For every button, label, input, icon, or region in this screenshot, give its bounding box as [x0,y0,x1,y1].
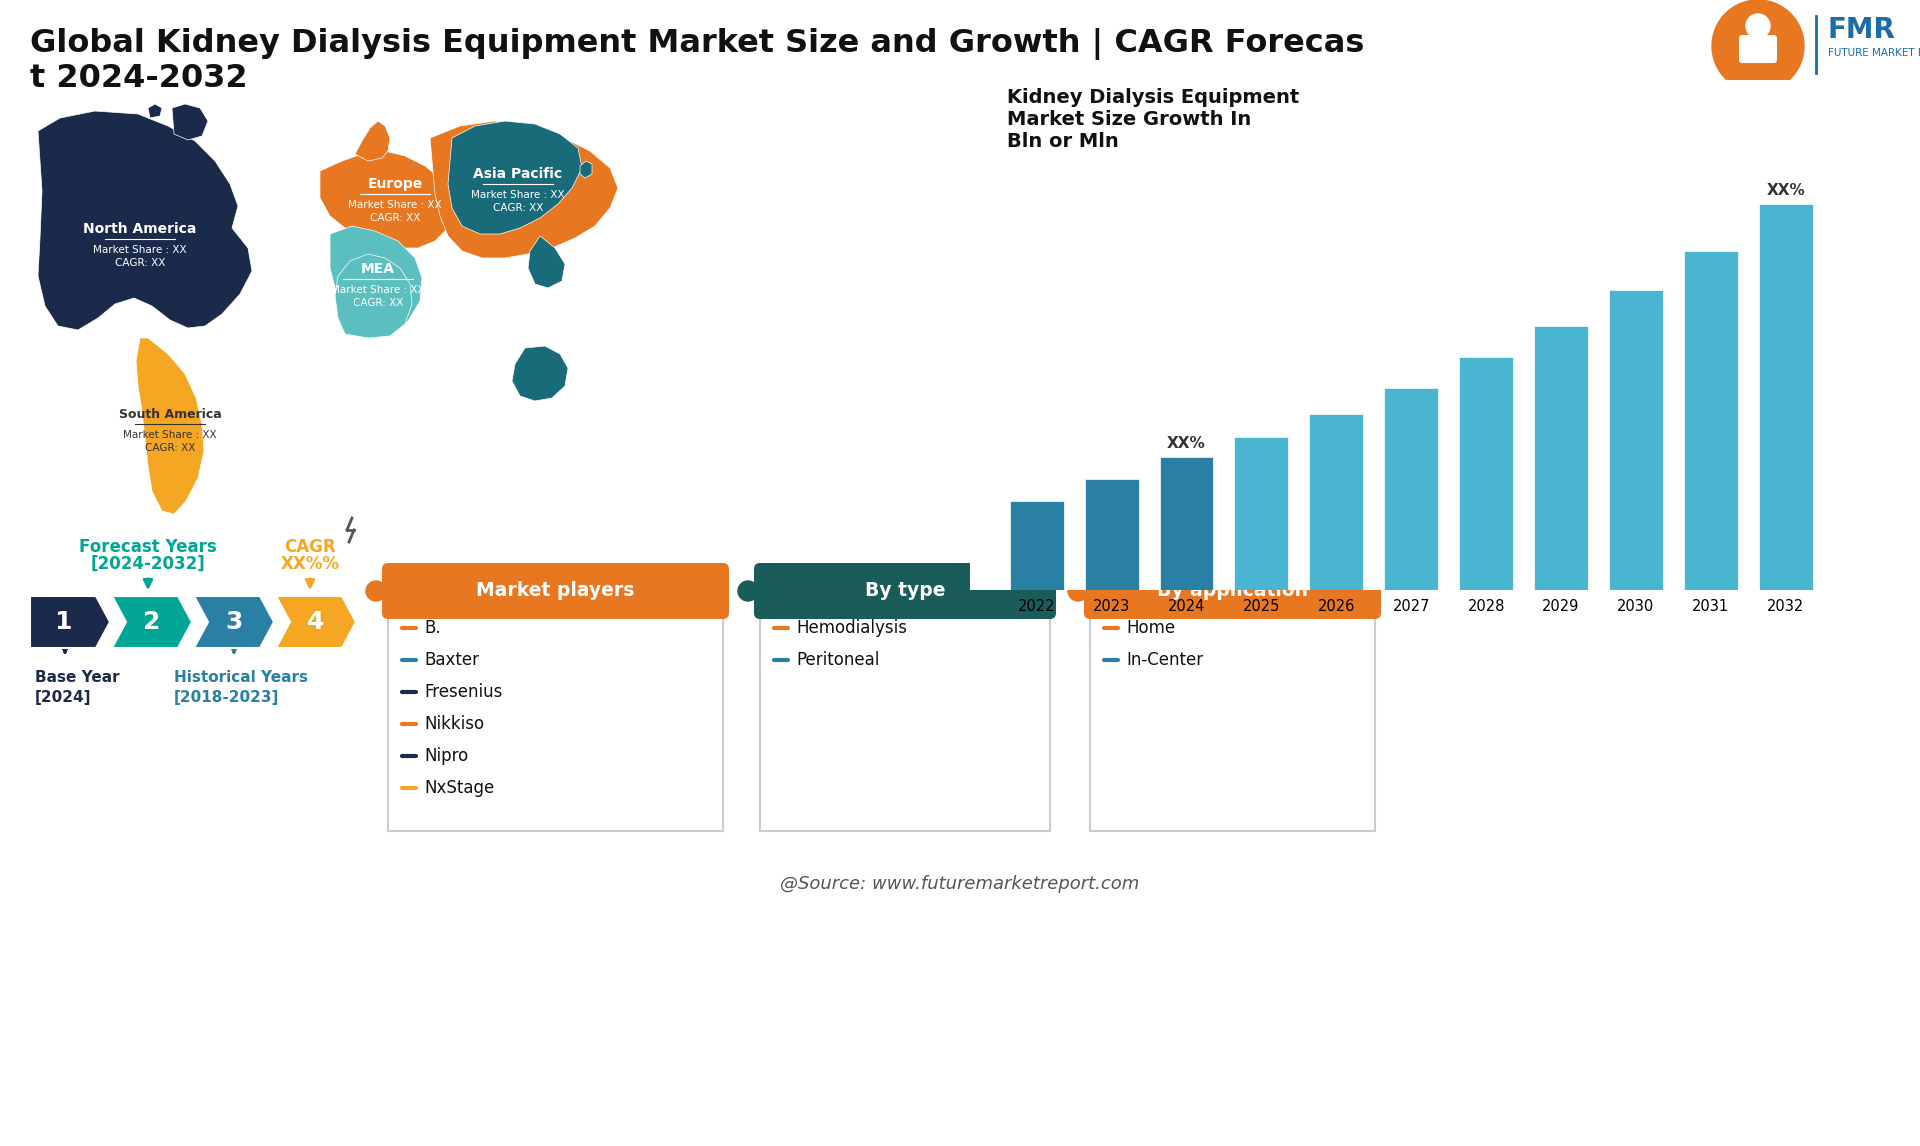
Polygon shape [148,104,161,118]
Text: Fresenius: Fresenius [424,683,503,701]
Text: [2018-2023]: [2018-2023] [175,690,280,705]
Text: Peritoneal: Peritoneal [797,651,879,669]
Bar [1459,358,1513,590]
Text: [2024]: [2024] [35,690,92,705]
Text: Market Share : XX: Market Share : XX [330,285,424,295]
Polygon shape [111,596,192,647]
Text: Nipro: Nipro [424,747,468,766]
Bar [1684,251,1738,590]
Text: 3: 3 [225,610,242,634]
Text: Kidney Dialysis Equipment
Market Size Growth In
Bln or Mln: Kidney Dialysis Equipment Market Size Gr… [1006,88,1300,151]
Polygon shape [330,226,422,338]
Text: XX%: XX% [1167,435,1206,450]
Text: MEA: MEA [361,262,396,276]
Text: @Source: www.futuremarketreport.com: @Source: www.futuremarketreport.com [780,876,1140,893]
Text: Forecast Years: Forecast Years [79,537,217,556]
Polygon shape [528,236,564,288]
Text: Market Share : XX: Market Share : XX [123,430,217,440]
Bar [1534,325,1588,590]
Circle shape [737,581,758,601]
Polygon shape [513,346,568,401]
FancyBboxPatch shape [1740,36,1778,63]
Text: CAGR: XX: CAGR: XX [115,258,165,268]
Text: FMR: FMR [1828,16,1895,44]
FancyBboxPatch shape [388,613,724,831]
Bar [1010,502,1064,590]
Text: [2024-2032]: [2024-2032] [90,555,205,573]
Text: t 2024-2032: t 2024-2032 [31,63,248,94]
FancyBboxPatch shape [1085,563,1380,619]
Text: Global Kidney Dialysis Equipment Market Size and Growth | CAGR Forecas: Global Kidney Dialysis Equipment Market … [31,28,1365,60]
Text: By type: By type [864,581,945,601]
Polygon shape [31,596,109,647]
Text: Hemodialysis: Hemodialysis [797,619,906,637]
FancyBboxPatch shape [760,613,1050,831]
Polygon shape [430,121,618,258]
Text: XX%%: XX%% [280,555,340,573]
Text: Base Year: Base Year [35,670,119,685]
Polygon shape [355,121,390,160]
Text: CAGR: CAGR [284,537,336,556]
Text: XX%: XX% [1766,182,1805,197]
Text: 4: 4 [307,610,324,634]
FancyBboxPatch shape [382,563,730,619]
Text: South America: South America [119,408,221,421]
Bar [1384,387,1438,590]
Text: Market Share : XX: Market Share : XX [470,190,564,201]
Circle shape [1713,0,1805,92]
Text: Market players: Market players [476,581,636,601]
Text: CAGR: XX: CAGR: XX [144,444,196,453]
Text: Historical Years: Historical Years [175,670,307,685]
Text: North America: North America [83,222,196,236]
Text: Asia Pacific: Asia Pacific [474,167,563,181]
Polygon shape [580,160,591,178]
Polygon shape [173,104,207,140]
Text: Europe: Europe [367,176,422,191]
Text: B.: B. [424,619,440,637]
Bar [1085,479,1139,590]
Text: 2: 2 [144,610,161,634]
Circle shape [367,581,386,601]
Bar [1759,204,1812,590]
Polygon shape [334,254,413,338]
Polygon shape [321,151,455,248]
Text: Market Share : XX: Market Share : XX [348,201,442,210]
Circle shape [1068,581,1089,601]
Text: CAGR: XX: CAGR: XX [371,213,420,223]
Polygon shape [194,596,275,647]
Text: CAGR: XX: CAGR: XX [353,298,403,308]
Bar [1309,415,1363,590]
FancyBboxPatch shape [1091,613,1375,831]
Circle shape [1745,14,1770,38]
Text: NxStage: NxStage [424,779,493,796]
Polygon shape [136,338,204,515]
Text: Market Share : XX: Market Share : XX [94,245,186,256]
Text: FUTURE MARKET REPORT: FUTURE MARKET REPORT [1828,48,1920,58]
Polygon shape [276,596,355,647]
Polygon shape [447,121,582,234]
Text: By application: By application [1158,581,1308,601]
FancyBboxPatch shape [755,563,1056,619]
Text: 1: 1 [54,610,71,634]
Polygon shape [38,111,252,330]
Text: In-Center: In-Center [1125,651,1204,669]
Text: Nikkiso: Nikkiso [424,715,484,733]
Text: CAGR: XX: CAGR: XX [493,203,543,213]
Bar [1160,457,1213,590]
Text: Home: Home [1125,619,1175,637]
Bar [1609,290,1663,590]
Text: Baxter: Baxter [424,651,478,669]
Bar [1235,438,1288,590]
